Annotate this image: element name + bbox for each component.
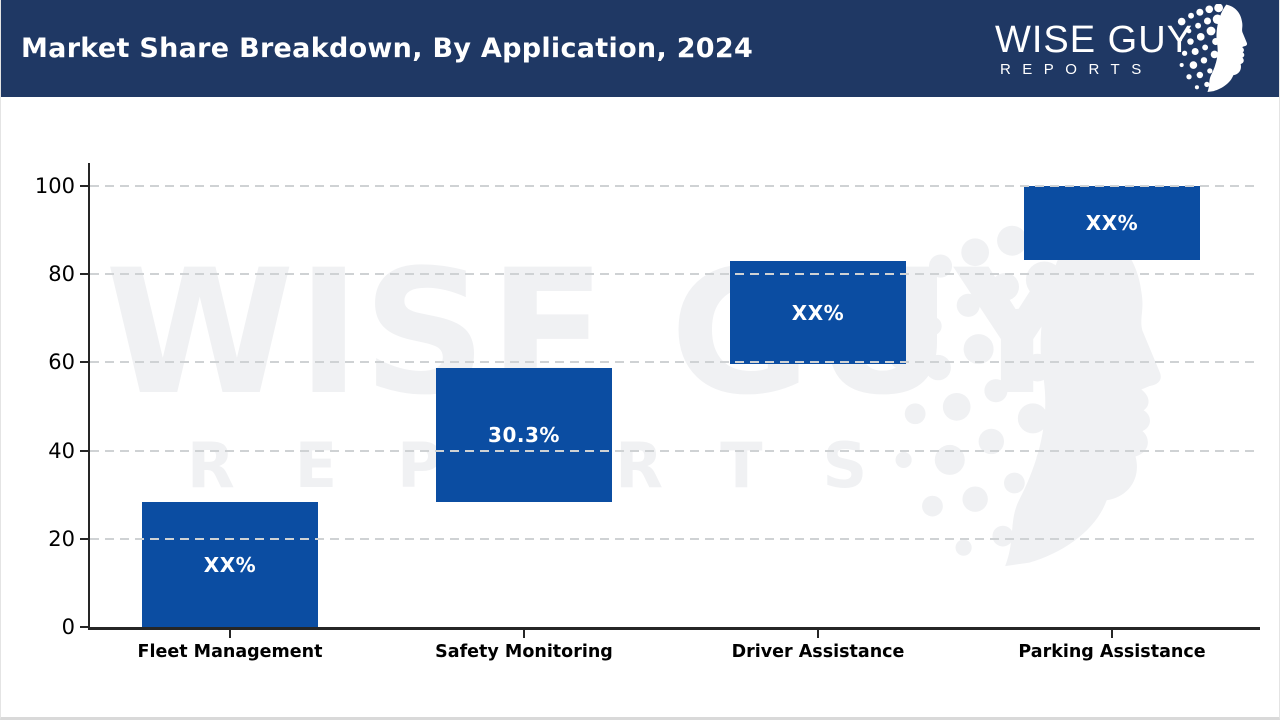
x-label-parking-assistance: Parking Assistance [1018, 642, 1206, 662]
face-profile-dots-icon [1177, 2, 1248, 92]
logo-wordmark: WISE GUY [994, 18, 1193, 61]
logo-text: WISE GUY REPORTS [995, 21, 1193, 77]
y-tick-label-80: 80 [48, 262, 75, 287]
x-label-driver-assistance: Driver Assistance [731, 642, 905, 662]
y-tick-label-20: 20 [48, 526, 75, 551]
gridline-100 [90, 185, 1260, 187]
plot: 0 20 40 60 80 100 XX% 30.3% XX% XX% Fleet Manageme… [1, 97, 1279, 717]
wiseguy-logo: WISE GUY REPORTS [995, 2, 1263, 93]
gridline-60 [90, 361, 1260, 364]
bar-driver-assistance: XX% [730, 261, 906, 364]
y-tick-label-100: 100 [34, 174, 75, 198]
x-label-fleet-management: Fleet Management [137, 642, 323, 662]
gridline-40 [90, 449, 1260, 452]
y-tick-label-60: 60 [48, 350, 75, 375]
gridline-80 [90, 273, 1260, 276]
y-tick-100 [80, 185, 88, 187]
bar-value-label: 30.3% [488, 422, 560, 447]
bar-value-label: XX% [791, 300, 845, 325]
y-tick-60 [80, 361, 88, 364]
bar-fleet-management: XX% [142, 502, 318, 627]
y-tick-80 [80, 273, 88, 276]
x-tick-3 [817, 630, 819, 638]
bar-parking-assistance: XX% [1024, 186, 1200, 261]
y-tick-40 [80, 449, 88, 452]
logo-subtext: REPORTS [999, 60, 1153, 78]
y-tick-0 [80, 626, 88, 628]
x-label-safety-monitoring: Safety Monitoring [435, 642, 613, 662]
bar-value-label: XX% [203, 552, 257, 577]
bar-safety-monitoring: 30.3% [436, 368, 612, 502]
x-tick-2 [523, 630, 525, 638]
x-tick-4 [1111, 630, 1113, 638]
y-tick-label-0: 0 [61, 615, 75, 639]
page-title: Market Share Breakdown, By Application, … [21, 33, 754, 64]
chart-area: WISE GUY REPORTS 020406080100XX%30.3%XX%… [1, 97, 1279, 717]
x-axis [88, 627, 1260, 630]
header: Market Share Breakdown, By Application, … [1, 0, 1279, 97]
bar-value-label: XX% [1085, 211, 1139, 236]
y-tick-label-40: 40 [48, 438, 75, 463]
gridline-20 [90, 537, 1260, 540]
x-tick-1 [229, 630, 231, 638]
y-tick-20 [80, 537, 88, 540]
wiseguy-face-icon [1159, 2, 1263, 92]
y-axis [88, 163, 90, 630]
